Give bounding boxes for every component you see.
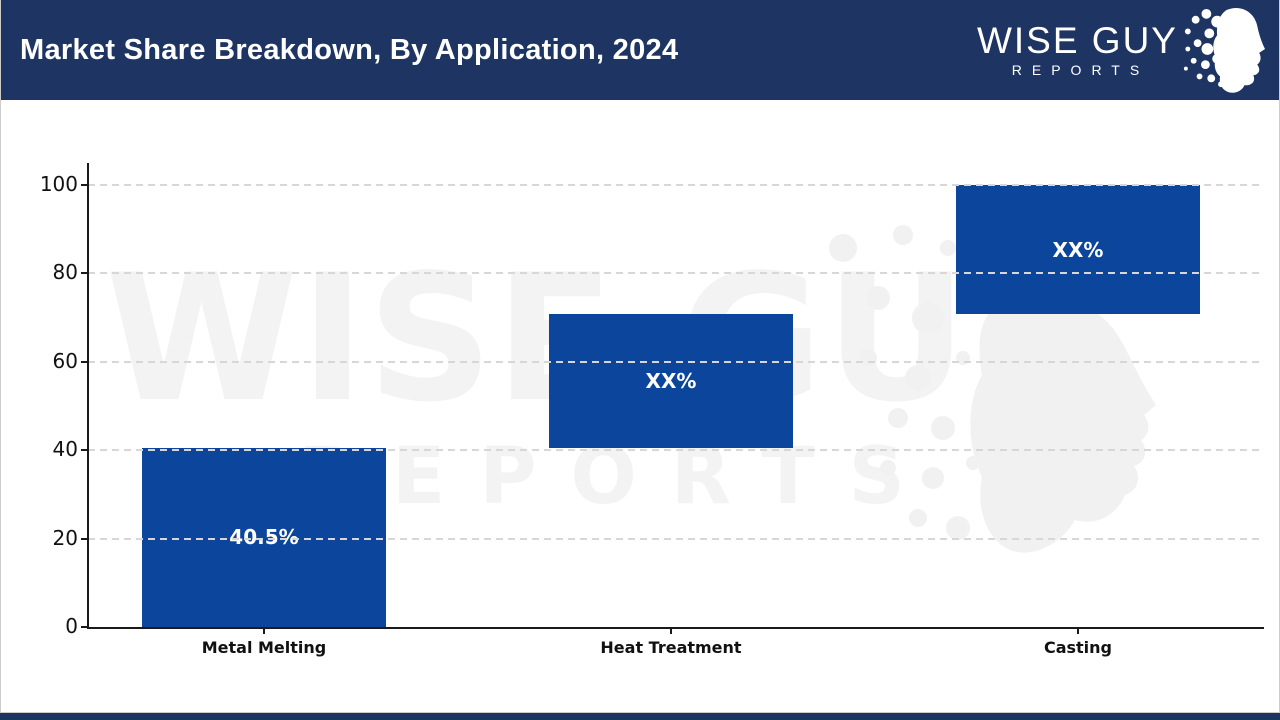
x-axis-line: [87, 627, 1264, 629]
plot-area: 0 20 40 60 80 100 40.5% Metal Melting XX% Heat Tr…: [0, 100, 1280, 720]
y-tick-mark: [81, 184, 88, 186]
chart-title: Market Share Breakdown, By Application, …: [20, 33, 679, 66]
bar-value-label: XX%: [645, 369, 697, 394]
gridline-80: [88, 272, 1264, 275]
bar-metal-melting: 40.5%: [142, 447, 386, 627]
y-axis-line: [87, 163, 89, 629]
y-tick-label: 80: [52, 260, 78, 285]
header-bar: Market Share Breakdown, By Application, …: [0, 0, 1280, 100]
gridline-60: [88, 360, 1264, 363]
dotted-head-profile-watermark: [829, 220, 1156, 553]
y-tick-label: 100: [39, 172, 78, 196]
x-tick-label: Heat Treatment: [600, 638, 742, 657]
y-tick-mark: [81, 537, 88, 540]
footer-bar: [0, 713, 1280, 720]
y-tick-label: 60: [52, 348, 78, 373]
gridline-20: [88, 537, 1264, 540]
bar-value-label: 40.5%: [229, 525, 299, 550]
gridline-40: [88, 449, 1264, 452]
y-tick-mark: [81, 449, 88, 452]
bar-value-label: XX%: [1052, 237, 1104, 262]
x-tick-mark: [263, 627, 265, 634]
x-tick-mark: [670, 627, 672, 634]
dotted-head-profile-icon: [1183, 7, 1266, 93]
y-tick-mark: [81, 626, 88, 628]
bar-casting: XX%: [956, 185, 1200, 315]
x-tick-mark: [1077, 627, 1079, 634]
x-tick-label: Metal Melting: [201, 638, 327, 657]
brand-logo: WISE GUY REPORTS: [977, 4, 1266, 96]
bar-heat-treatment: XX%: [549, 314, 793, 448]
y-tick-mark: [81, 272, 88, 275]
y-tick-label: 20: [52, 525, 78, 550]
brand-logo-text: WISE GUY REPORTS: [977, 22, 1178, 78]
brand-name: WISE GUY: [976, 20, 1178, 61]
gridline-100: [88, 184, 1264, 186]
x-tick-label: Casting: [1043, 638, 1113, 657]
y-tick-mark: [81, 360, 88, 363]
y-tick-label: 0: [65, 614, 78, 638]
y-tick-label: 40: [52, 437, 78, 462]
brand-subtitle: REPORTS: [1011, 62, 1150, 78]
